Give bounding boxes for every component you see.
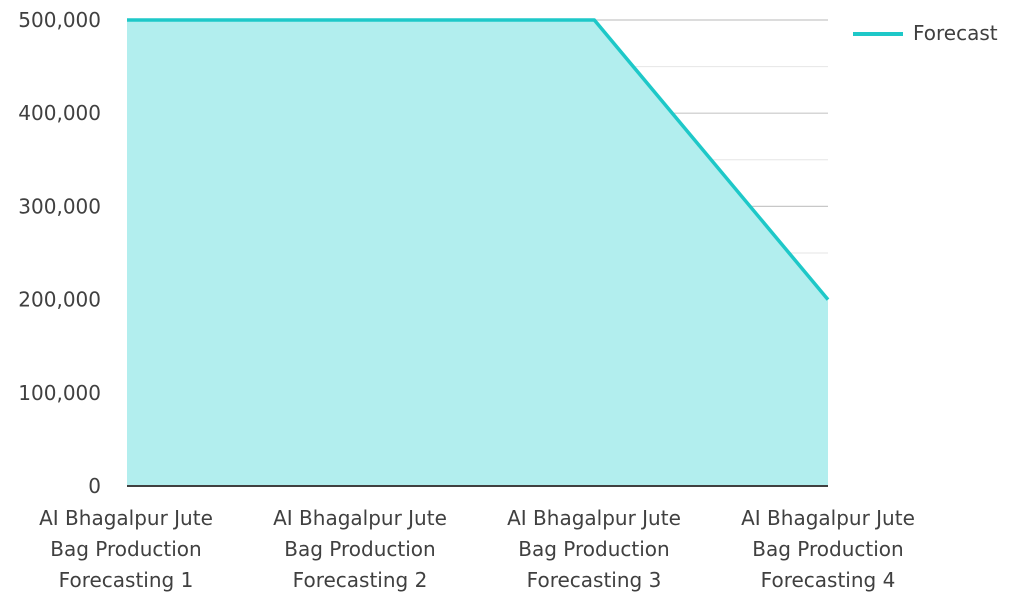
x-axis-tick-labels: AI Bhagalpur Jute Bag Production Forecasti… <box>39 506 915 592</box>
x-tick-label: AI Bhagalpur Jute Bag Production Forecasti… <box>741 506 915 592</box>
x-tick-label: AI Bhagalpur Jute Bag Production Forecasti… <box>39 506 213 592</box>
y-axis-tick-labels: 0 100,000 200,000 300,000 400,000 500,000 <box>18 8 101 498</box>
x-tick-label: AI Bhagalpur Jute Bag Production Forecasti… <box>273 506 447 592</box>
y-tick-label: 200,000 <box>18 288 101 312</box>
series-line-forecast <box>127 18 830 301</box>
y-tick-label: 500,000 <box>18 8 101 32</box>
x-tick-label: AI Bhagalpur Jute Bag Production Forecasti… <box>507 506 681 592</box>
area-fill-forecast <box>127 20 828 486</box>
y-tick-label: 0 <box>88 474 101 498</box>
legend: Forecast <box>853 21 998 45</box>
y-tick-label: 100,000 <box>18 381 101 405</box>
plot-area <box>126 18 830 486</box>
y-tick-label: 300,000 <box>18 194 101 218</box>
legend-label-forecast: Forecast <box>913 21 998 45</box>
y-tick-label: 400,000 <box>18 101 101 125</box>
